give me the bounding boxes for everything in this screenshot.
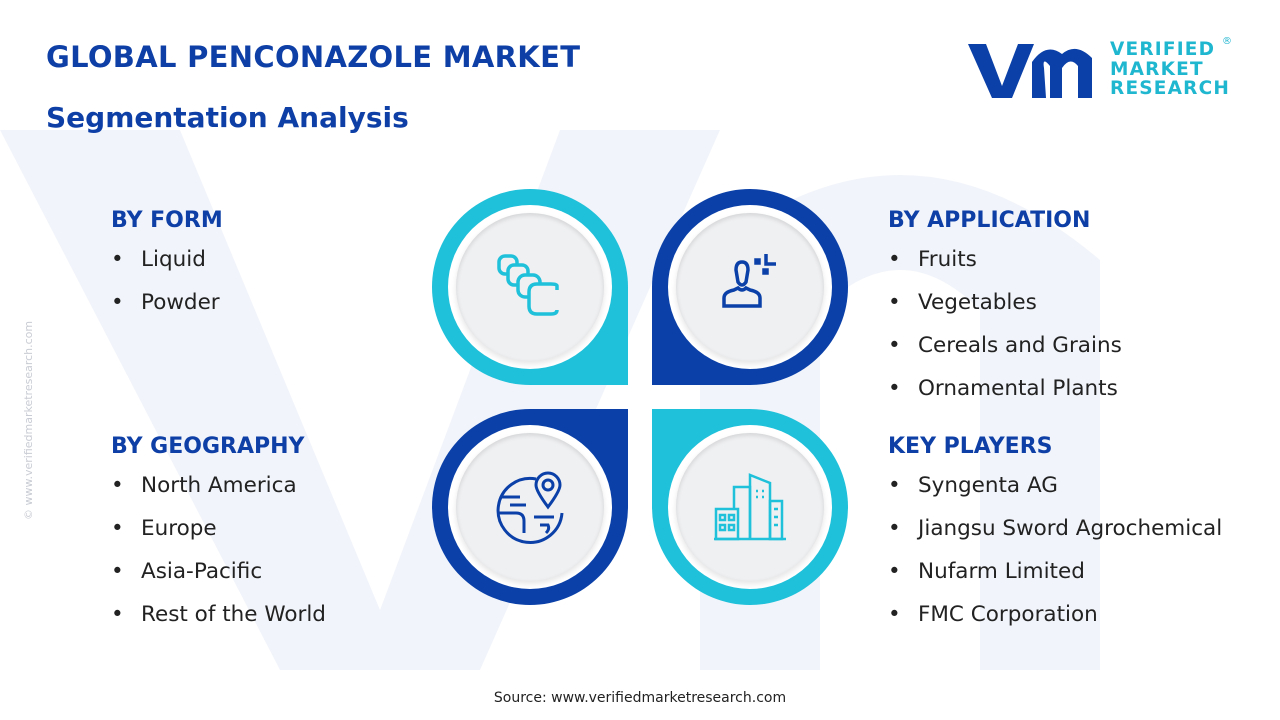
list-item: Cereals and Grains (888, 333, 1122, 376)
buildings-icon (714, 473, 786, 541)
segment-geography: BY GEOGRAPHY North AmericaEuropeAsia-Pac… (111, 434, 326, 645)
quadrant-geography (432, 409, 628, 605)
quadrant-key-players (652, 409, 848, 605)
user-icon (722, 254, 776, 308)
vmr-logo-mark (968, 44, 1092, 98)
logo-line2: MARKET (1110, 58, 1204, 80)
list-item: Rest of the World (111, 602, 326, 645)
source-note: Source: www.verifiedmarketresearch.com (493, 690, 787, 706)
list-item: Ornamental Plants (888, 376, 1122, 419)
capsules-icon (497, 254, 559, 316)
list-item: Jiangsu Sword Agrochemical (888, 516, 1222, 559)
list-item: Vegetables (888, 290, 1122, 333)
segment-title: BY FORM (111, 208, 223, 233)
list-item: Liquid (111, 247, 223, 290)
list-item: Nufarm Limited (888, 559, 1222, 602)
list-item: Europe (111, 516, 326, 559)
segment-key-players: KEY PLAYERS Syngenta AGJiangsu Sword Agr… (888, 434, 1222, 645)
quadrant-application (652, 189, 848, 385)
segment-application: BY APPLICATION FruitsVegetablesCereals a… (888, 208, 1122, 419)
list-item: Fruits (888, 247, 1122, 290)
page-subtitle: Segmentation Analysis (46, 101, 409, 134)
list-item: Syngenta AG (888, 473, 1222, 516)
logo-line3: RESEARCH (1110, 78, 1231, 99)
registered-mark: ® (1222, 36, 1232, 47)
quadrant-form (432, 189, 628, 385)
list-item: Asia-Pacific (111, 559, 326, 602)
globe-pin-icon (496, 471, 564, 544)
segment-title: BY APPLICATION (888, 208, 1091, 233)
side-watermark: © www.verifiedmarketresearch.com (22, 320, 35, 520)
segment-title: BY GEOGRAPHY (111, 434, 305, 459)
segment-form: BY FORM LiquidPowder (111, 208, 223, 333)
segment-title: KEY PLAYERS (888, 434, 1053, 459)
list-item: North America (111, 473, 326, 516)
list-item: FMC Corporation (888, 602, 1222, 645)
list-item: Powder (111, 290, 223, 333)
logo: VERIFIED MARKET RESEARCH ® (966, 36, 1236, 102)
logo-line1: VERIFIED (1110, 39, 1216, 60)
page-title: GLOBAL PENCONAZOLE MARKET (46, 40, 581, 74)
